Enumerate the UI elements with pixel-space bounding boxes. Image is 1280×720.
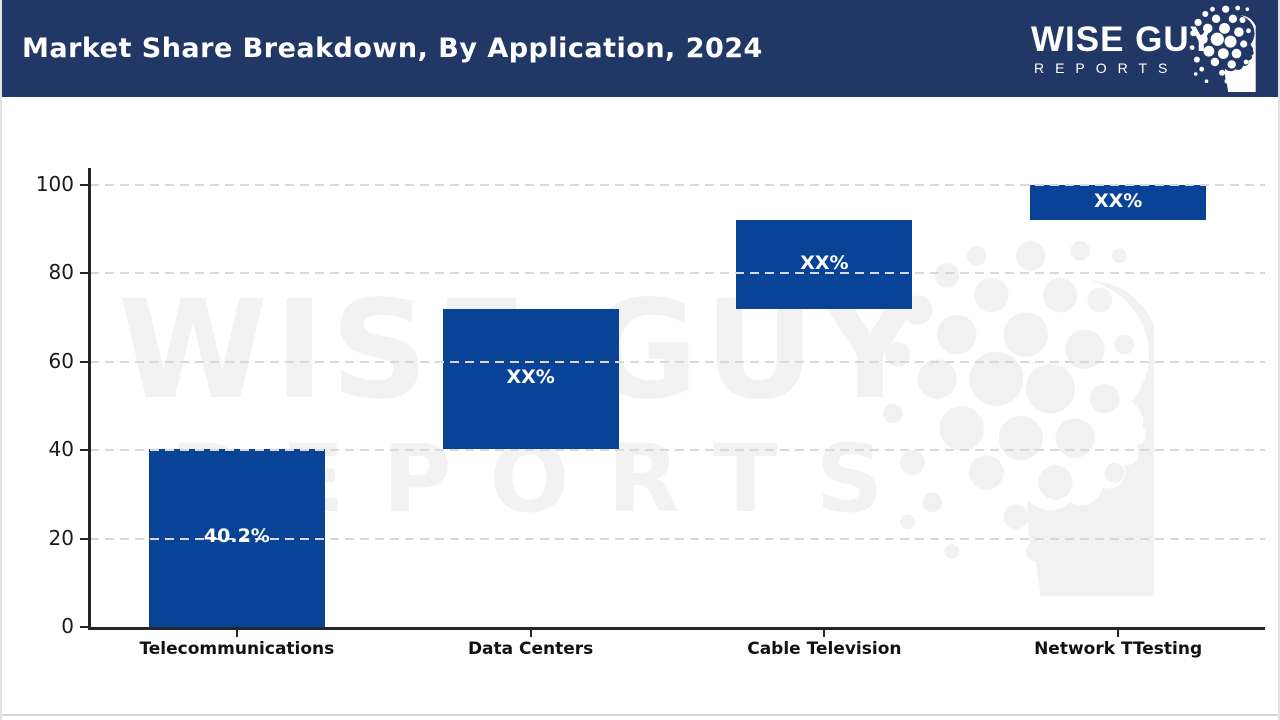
logo-subtitle: REPORTS <box>1033 60 1179 76</box>
y-tick-label: 60 <box>48 348 74 373</box>
logo-text: WISE GUY REPORTS <box>1031 22 1214 75</box>
y-tick-label: 40 <box>48 437 74 462</box>
header-band: Market Share Breakdown, By Application, … <box>2 0 1278 97</box>
y-tick-mark <box>80 449 88 452</box>
bottom-border-line <box>2 714 1278 716</box>
watermark-face-icon <box>882 240 1154 596</box>
wise-guy-logo: WISE GUY REPORTS <box>1031 5 1264 92</box>
y-tick-label: 100 <box>35 172 74 196</box>
x-tick-mark <box>529 630 532 637</box>
bar <box>1030 185 1207 221</box>
bar <box>736 220 913 309</box>
y-tick-label: 0 <box>61 614 74 638</box>
gridline <box>90 272 1265 275</box>
x-category-label: Data Centers <box>467 639 594 659</box>
y-tick-mark <box>80 537 88 540</box>
gridline <box>90 360 1265 363</box>
y-axis-line <box>88 168 91 630</box>
x-category-label: Cable Television <box>747 639 902 659</box>
y-tick-label: 80 <box>48 260 74 285</box>
gridline <box>90 449 1265 452</box>
bar-value-label: 40.2% <box>203 525 270 548</box>
page-title: Market Share Breakdown, By Application, … <box>22 33 763 64</box>
y-tick-mark <box>80 626 88 628</box>
bar-value-label: XX% <box>506 366 555 389</box>
bar <box>442 308 619 450</box>
logo-wordmark: WISE GUY <box>1030 20 1214 59</box>
bar-value-label: XX% <box>800 251 849 274</box>
bar-value-label: XX% <box>1093 189 1143 212</box>
gridline <box>90 537 1265 540</box>
x-category-label: Telecommunications <box>139 639 335 659</box>
y-tick-mark <box>80 360 88 363</box>
gridline <box>90 184 1265 186</box>
x-tick-mark <box>235 630 238 637</box>
y-tick-mark <box>80 272 88 275</box>
dotted-face-icon <box>1189 5 1256 92</box>
y-tick-mark <box>80 184 88 186</box>
x-tick-mark <box>1117 630 1120 637</box>
x-category-label: Network TTesting <box>1034 639 1203 659</box>
x-tick-mark <box>823 630 826 637</box>
y-tick-label: 20 <box>48 525 74 550</box>
x-axis-line <box>88 627 1265 630</box>
